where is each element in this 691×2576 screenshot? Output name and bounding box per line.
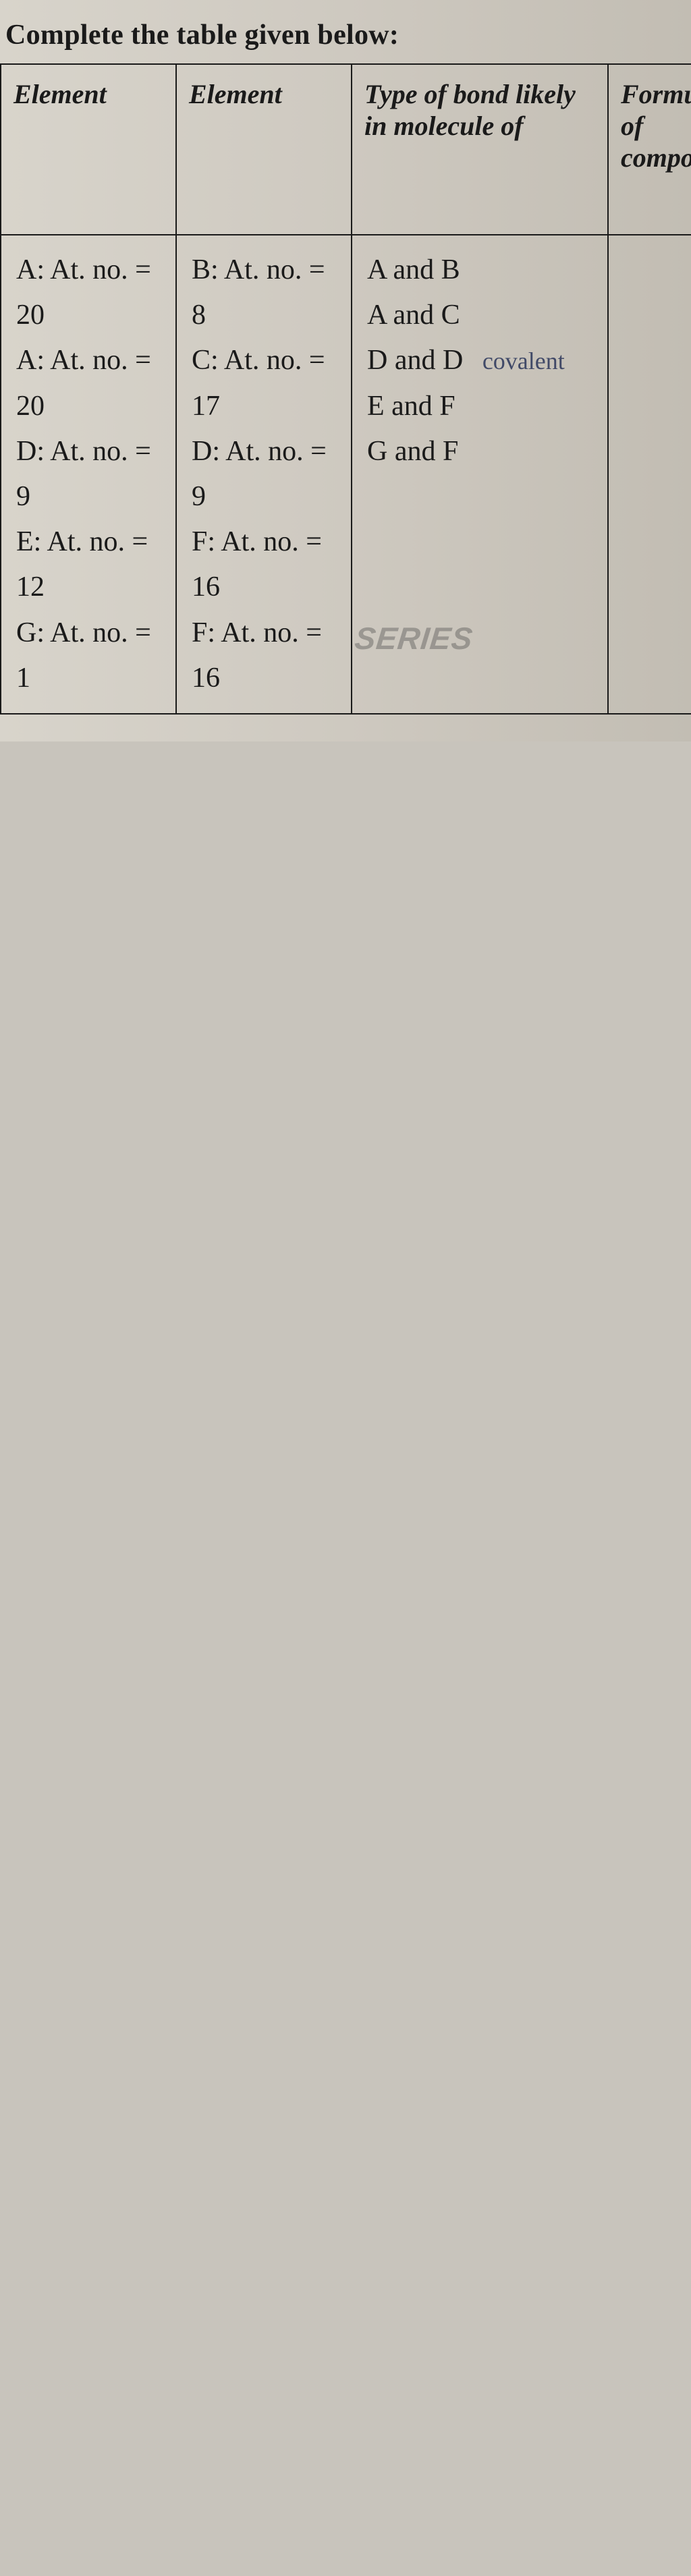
pair-ac-label: A and C — [367, 300, 460, 331]
pair-ef-label: E and F — [367, 391, 455, 422]
cell-pairs: A and B A and C D and D covalent E and F… — [352, 235, 608, 714]
page: Complete the table given below: Element … — [0, 0, 691, 741]
page-title: Complete the table given below: — [5, 19, 679, 51]
element-f: F: At. no. = 16 — [192, 520, 339, 610]
pair-ac: A and C — [367, 293, 595, 338]
pair-ab-label: A and B — [367, 254, 460, 285]
element-e: E: At. no. = 12 — [16, 520, 163, 610]
pair-dd-label: D and D — [367, 345, 463, 376]
element-a-2: A: At. no. = 20 — [16, 338, 163, 428]
cell-elements-right: B: At. no. = 8 C: At. no. = 17 D: At. no… — [176, 235, 352, 714]
series-watermark: SERIES — [353, 620, 474, 656]
question-table: Element Element Type of bond likely in m… — [0, 63, 691, 715]
table-body-row: A: At. no. = 20 A: At. no. = 20 D: At. n… — [1, 235, 691, 714]
col-header-formula: Formula of compoun — [608, 64, 691, 235]
col-header-element-1: Element — [1, 64, 176, 235]
col-header-bond-type: Type of bond likely in molecule of — [352, 64, 608, 235]
pair-ab: A and B — [367, 248, 595, 293]
element-d2: D: At. no. = 9 — [192, 429, 339, 520]
pair-gf: G and F — [367, 429, 595, 474]
handwritten-covalent: covalent — [482, 347, 565, 374]
pair-dd: D and D covalent — [367, 338, 595, 383]
cell-formula-blank — [608, 235, 691, 714]
element-d: D: At. no. = 9 — [16, 429, 163, 520]
element-b: B: At. no. = 8 — [192, 248, 339, 338]
element-c: C: At. no. = 17 — [192, 338, 339, 428]
element-f2: F: At. no. = 16 — [192, 611, 339, 701]
pair-gf-label: G and F — [367, 436, 458, 467]
pair-ef: E and F — [367, 384, 595, 429]
cell-elements-left: A: At. no. = 20 A: At. no. = 20 D: At. n… — [1, 235, 176, 714]
table-header-row: Element Element Type of bond likely in m… — [1, 64, 691, 235]
element-a-1: A: At. no. = 20 — [16, 248, 163, 338]
col-header-element-2: Element — [176, 64, 352, 235]
element-g: G: At. no. = 1 — [16, 611, 163, 701]
